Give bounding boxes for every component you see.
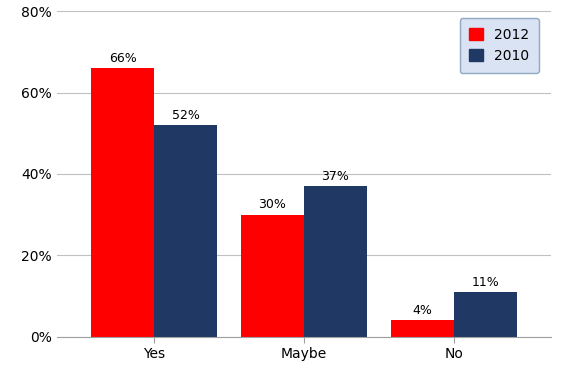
Bar [454,292,516,337]
Bar [391,320,454,337]
Text: 4%: 4% [412,304,432,317]
Bar [241,215,304,337]
Text: 66%: 66% [109,52,136,65]
Bar [91,68,154,337]
Legend: 2012, 2010: 2012, 2010 [460,18,539,73]
Bar [304,186,367,337]
Text: 11%: 11% [471,276,499,289]
Bar [154,125,217,337]
Text: 30%: 30% [258,198,286,211]
Text: 52%: 52% [172,109,199,122]
Text: 37%: 37% [321,170,349,183]
